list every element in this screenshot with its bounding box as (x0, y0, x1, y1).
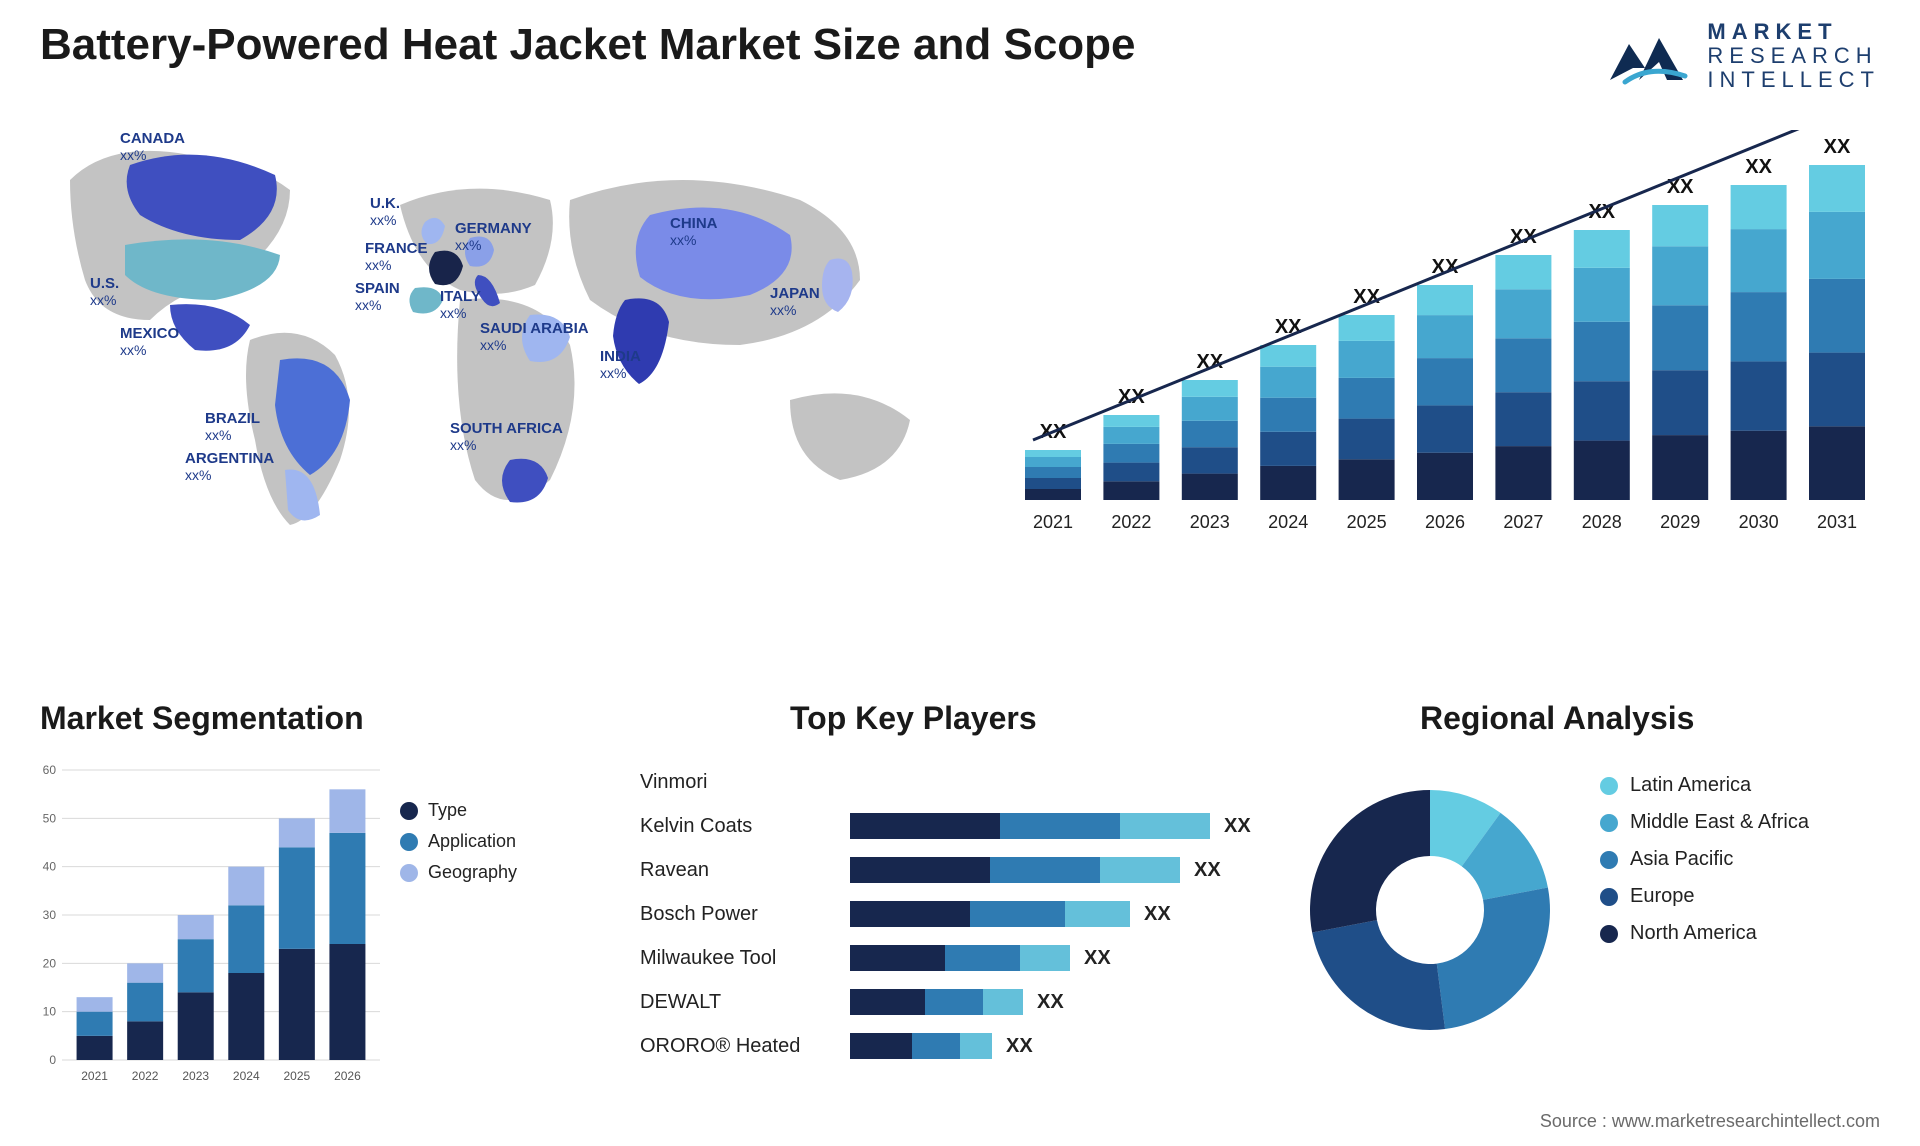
svg-text:2030: 2030 (1739, 512, 1779, 532)
page-root: Battery-Powered Heat Jacket Market Size … (0, 0, 1920, 1146)
regional-header: Regional Analysis (1420, 700, 1694, 737)
map-label-u-k-: U.K.xx% (370, 195, 400, 228)
player-row: Milwaukee Tool XX (640, 936, 1280, 980)
segmentation-chart: 2021 2022 2023 2024 2025 2026 0 10 20 30 40 50 60 (30, 760, 390, 1100)
svg-text:2025: 2025 (1347, 512, 1387, 532)
logo-text: MARKET RESEARCH INTELLECT (1707, 20, 1880, 93)
svg-text:2023: 2023 (1190, 512, 1230, 532)
svg-text:2021: 2021 (1033, 512, 1073, 532)
region-legend-item: Middle East & Africa (1600, 811, 1809, 834)
regional-legend: Latin America Middle East & Africa Asia Pa… (1600, 760, 1809, 959)
player-label: Kelvin Coats (640, 815, 850, 838)
map-label-saudi-arabia: SAUDI ARABIAxx% (480, 320, 589, 353)
map-label-brazil: BRAZILxx% (205, 410, 260, 443)
player-row: DEWALT XX (640, 980, 1280, 1024)
player-value: XX (1144, 903, 1171, 926)
svg-text:30: 30 (43, 908, 57, 922)
seg-legend-geography: Geography (400, 862, 517, 883)
svg-text:2022: 2022 (132, 1069, 159, 1083)
player-label: Bosch Power (640, 903, 850, 926)
player-label: DEWALT (640, 991, 850, 1014)
svg-text:20: 20 (43, 956, 57, 970)
player-row: Vinmori (640, 760, 1280, 804)
map-label-spain: SPAINxx% (355, 280, 400, 313)
svg-text:2024: 2024 (1268, 512, 1308, 532)
logo-line3: INTELLECT (1707, 68, 1880, 92)
player-label: ORORO® Heated (640, 1035, 850, 1058)
map-label-japan: JAPANxx% (770, 285, 820, 318)
map-label-u-s-: U.S.xx% (90, 275, 119, 308)
map-label-canada: CANADAxx% (120, 130, 185, 163)
region-legend-item: North America (1600, 922, 1809, 945)
svg-text:2023: 2023 (182, 1069, 209, 1083)
player-label: Vinmori (640, 771, 850, 794)
segmentation-legend: Type Application Geography (400, 790, 517, 893)
region-legend-item: Asia Pacific (1600, 848, 1809, 871)
source-text: Source : www.marketresearchintellect.com (1540, 1111, 1880, 1132)
logo-icon (1605, 24, 1689, 88)
world-map: CANADAxx% U.S.xx%MEXICOxx% BRAZILxx% ARGENT… (30, 120, 950, 540)
svg-text:2022: 2022 (1111, 512, 1151, 532)
page-title: Battery-Powered Heat Jacket Market Size … (40, 20, 1136, 70)
player-row: Bosch Power XX (640, 892, 1280, 936)
map-label-china: CHINAxx% (670, 215, 718, 248)
logo-line2: RESEARCH (1707, 44, 1880, 68)
region-legend-item: Europe (1600, 885, 1809, 908)
regional-analysis: Latin America Middle East & Africa Asia Pa… (1280, 760, 1880, 1100)
svg-text:0: 0 (49, 1053, 56, 1067)
map-label-south-africa: SOUTH AFRICAxx% (450, 420, 563, 453)
player-label: Milwaukee Tool (640, 947, 850, 970)
player-row: ORORO® Heated XX (640, 1024, 1280, 1068)
seg-legend-application: Application (400, 831, 517, 852)
svg-text:XX: XX (1745, 156, 1772, 178)
svg-text:50: 50 (43, 811, 57, 825)
map-label-india: INDIAxx% (600, 348, 641, 381)
svg-text:XX: XX (1824, 136, 1851, 158)
segmentation-header: Market Segmentation (40, 700, 364, 737)
players-header: Top Key Players (790, 700, 1037, 737)
svg-text:10: 10 (43, 1005, 57, 1019)
logo-line1: MARKET (1707, 19, 1837, 44)
player-value: XX (1084, 947, 1111, 970)
svg-text:2028: 2028 (1582, 512, 1622, 532)
svg-text:2021: 2021 (81, 1069, 108, 1083)
player-label: Ravean (640, 859, 850, 882)
player-value: XX (1037, 991, 1064, 1014)
player-row: Kelvin Coats XX (640, 804, 1280, 848)
svg-text:2027: 2027 (1503, 512, 1543, 532)
player-value: XX (1006, 1035, 1033, 1058)
svg-text:40: 40 (43, 860, 57, 874)
svg-text:XX: XX (1196, 351, 1223, 373)
brand-logo: MARKET RESEARCH INTELLECT (1605, 20, 1880, 93)
donut-chart (1280, 760, 1580, 1060)
map-label-france: FRANCExx% (365, 240, 428, 273)
map-label-italy: ITALYxx% (440, 288, 481, 321)
growth-chart: XXXXXXXXXXXXXXXXXXXXXX 20212022202320242… (1010, 130, 1880, 550)
seg-legend-type: Type (400, 800, 517, 821)
svg-text:2031: 2031 (1817, 512, 1857, 532)
svg-text:2026: 2026 (334, 1069, 361, 1083)
map-label-mexico: MEXICOxx% (120, 325, 179, 358)
map-label-germany: GERMANYxx% (455, 220, 532, 253)
svg-text:2024: 2024 (233, 1069, 260, 1083)
svg-text:2029: 2029 (1660, 512, 1700, 532)
svg-text:2025: 2025 (284, 1069, 311, 1083)
top-players-chart: VinmoriKelvin CoatsXXRaveanXXBosch Power… (640, 760, 1280, 1100)
svg-text:60: 60 (43, 763, 57, 777)
region-legend-item: Latin America (1600, 774, 1809, 797)
map-label-argentina: ARGENTINAxx% (185, 450, 274, 483)
svg-text:2026: 2026 (1425, 512, 1465, 532)
player-value: XX (1194, 859, 1221, 882)
player-value: XX (1224, 815, 1251, 838)
player-row: Ravean XX (640, 848, 1280, 892)
